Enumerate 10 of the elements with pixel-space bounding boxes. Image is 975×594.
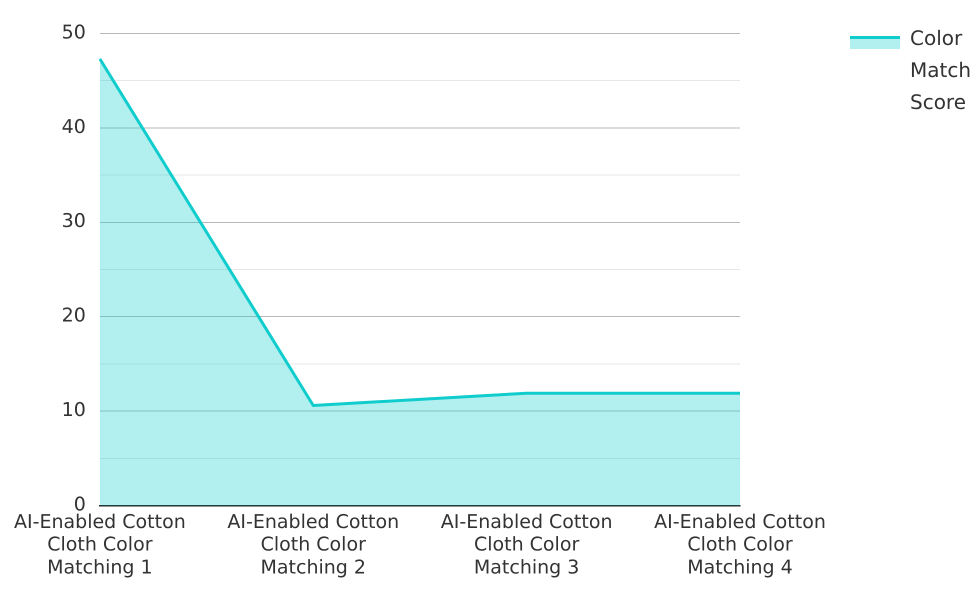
y-tick-label: 50 — [62, 21, 86, 44]
x-tick-label: AI-Enabled Cotton Cloth Color Matching 1 — [14, 510, 186, 579]
x-tick-label: AI-Enabled Cotton Cloth Color Matching 4 — [654, 510, 826, 579]
y-tick-label: 40 — [62, 116, 86, 138]
y-tick-label: 20 — [62, 304, 86, 327]
x-tick-label: AI-Enabled Cotton Cloth Color Matching 3 — [440, 510, 612, 579]
y-tick-label: 10 — [62, 399, 86, 422]
x-tick-label: AI-Enabled Cotton Cloth Color Matching 2 — [227, 510, 400, 579]
legend-label: Color Match Score — [910, 25, 972, 116]
y-tick-label: 30 — [62, 210, 86, 232]
